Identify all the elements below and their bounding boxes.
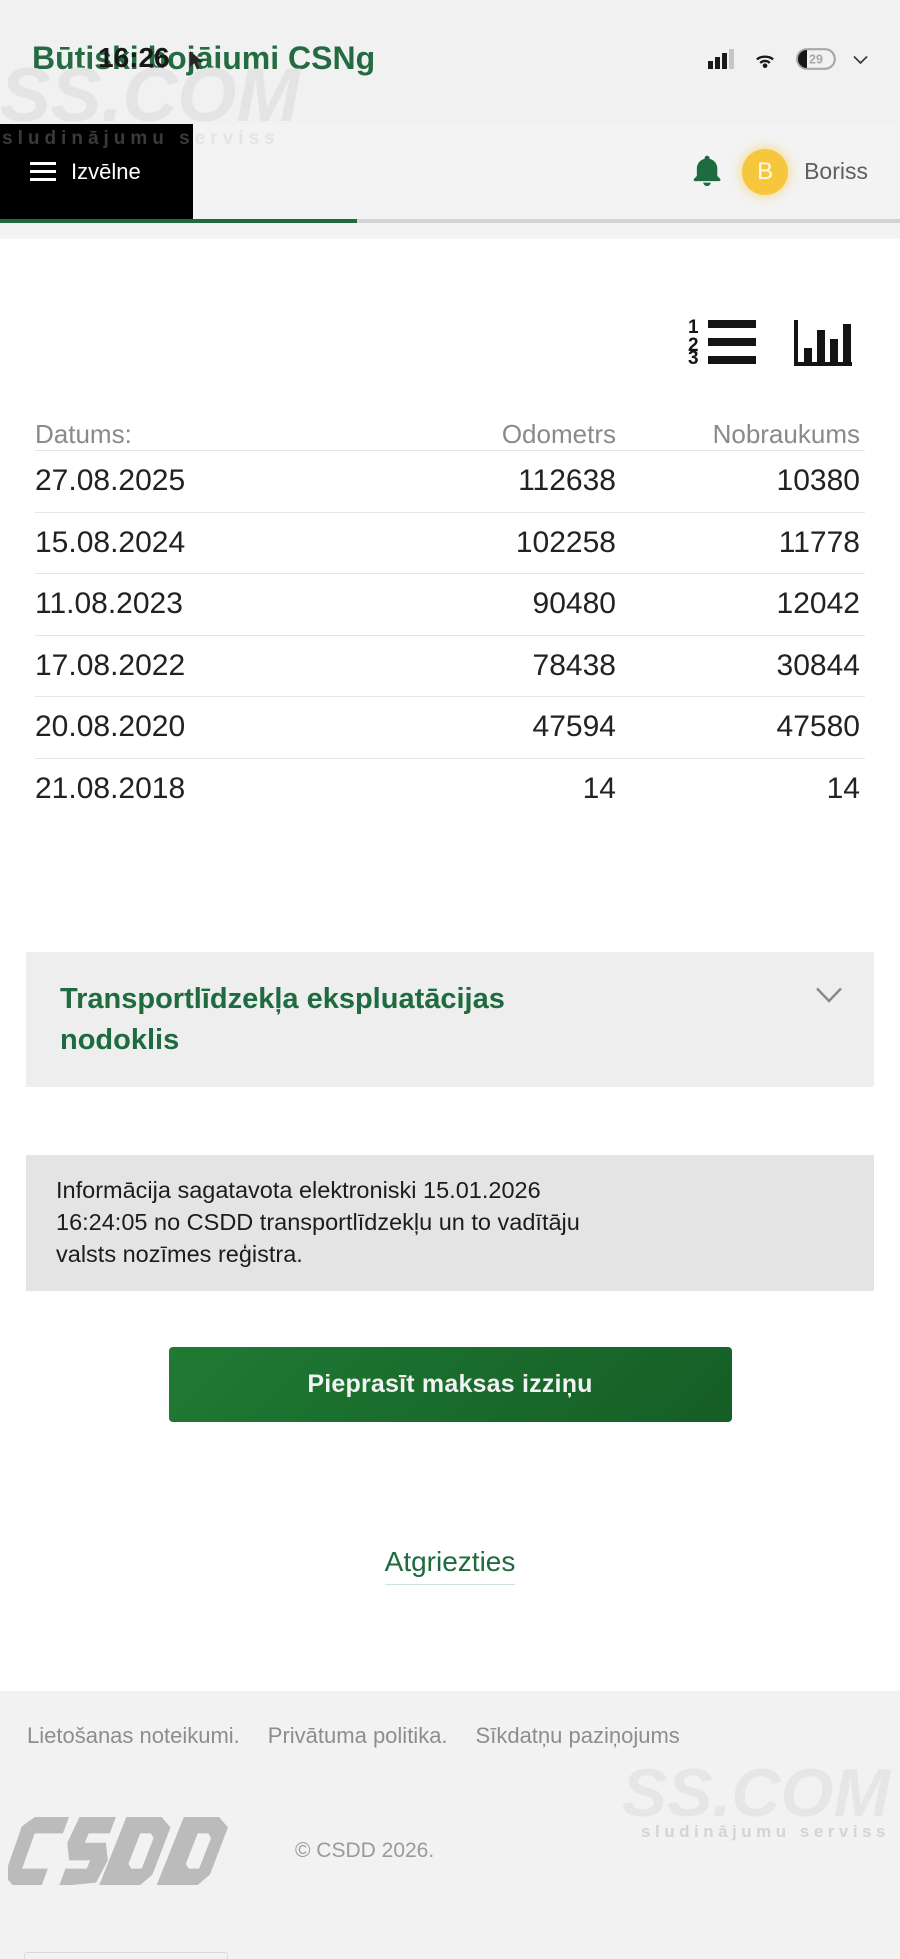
svg-text:29: 29 — [809, 53, 823, 67]
svg-text:3: 3 — [688, 348, 699, 366]
